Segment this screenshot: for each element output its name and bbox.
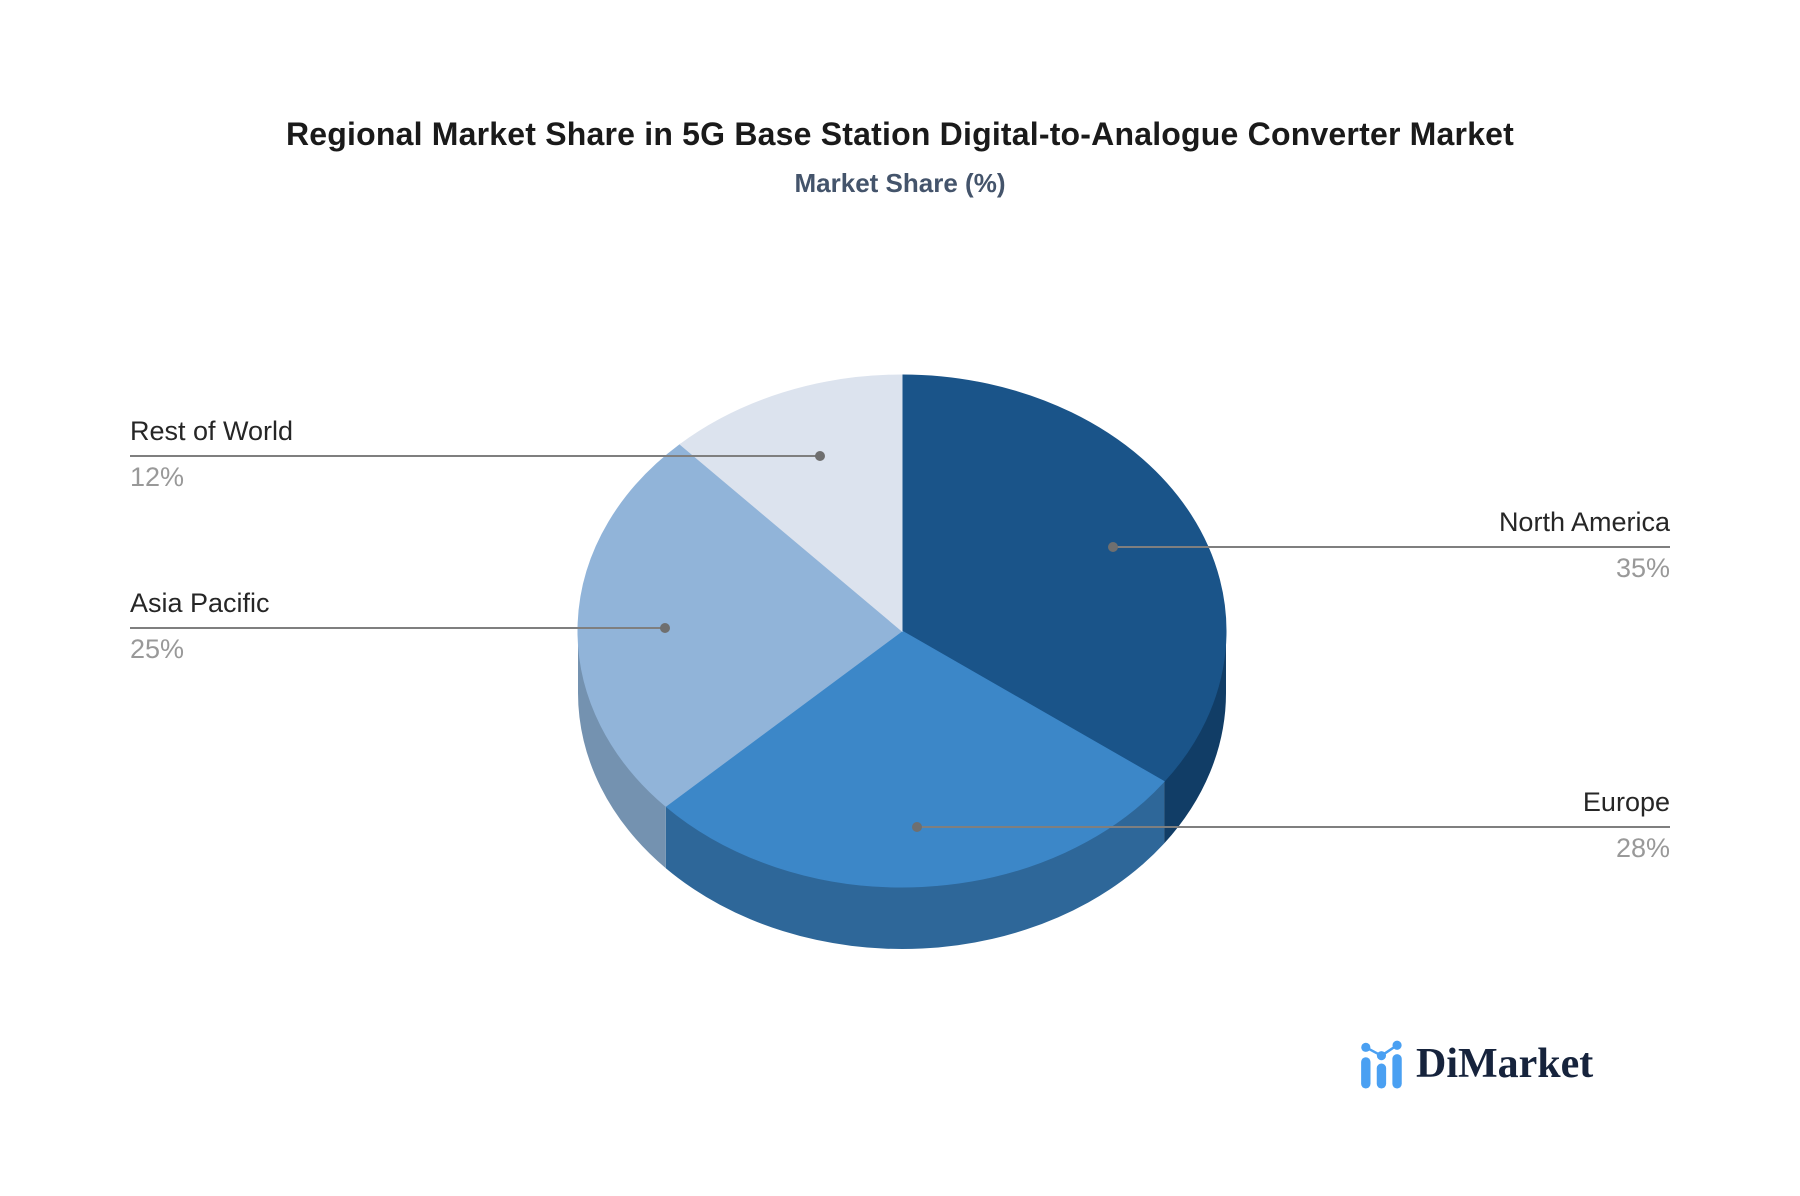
pie-slice-rest-of-world <box>679 374 903 633</box>
chart-title: Regional Market Share in 5G Base Station… <box>285 116 1515 152</box>
logo-wordmark: DiMarket <box>1416 1041 1594 1087</box>
dimarket-logo: DiMarket <box>1358 1036 1593 1092</box>
slice-name: Asia Pacific <box>130 588 270 618</box>
slice-name: Rest of World <box>130 416 294 446</box>
slice-percentage: 35% <box>1615 553 1670 583</box>
slice-percentage: 25% <box>130 634 185 664</box>
pie-side-asia-pacific <box>578 631 666 869</box>
chart-subtitle: Market Share (%) <box>794 168 1006 198</box>
label-europe: Europe 28% <box>1150 787 1670 863</box>
pie-slice-europe <box>665 630 1165 888</box>
leader-dot-north-america <box>1108 542 1118 552</box>
leader-dot-rest-of-world <box>815 451 825 461</box>
pie-side-europe <box>665 781 1165 949</box>
slice-name: Europe <box>1582 787 1670 817</box>
label-north-america: North America 35% <box>1150 507 1670 583</box>
slice-name: North America <box>1498 507 1670 537</box>
bar-chart-logo-icon <box>1361 1040 1402 1089</box>
pie-slice-north-america <box>901 374 1227 783</box>
pie-side-north-america <box>1164 631 1226 844</box>
label-rest-of-world: Rest of World 12% <box>130 416 650 492</box>
slice-percentage: 28% <box>1615 833 1670 863</box>
leader-dot-europe <box>912 822 922 832</box>
leader-dot-asia-pacific <box>660 623 670 633</box>
label-asia-pacific: Asia Pacific 25% <box>130 588 650 664</box>
slice-percentage: 12% <box>130 462 185 492</box>
pie-slice-asia-pacific <box>577 443 903 807</box>
